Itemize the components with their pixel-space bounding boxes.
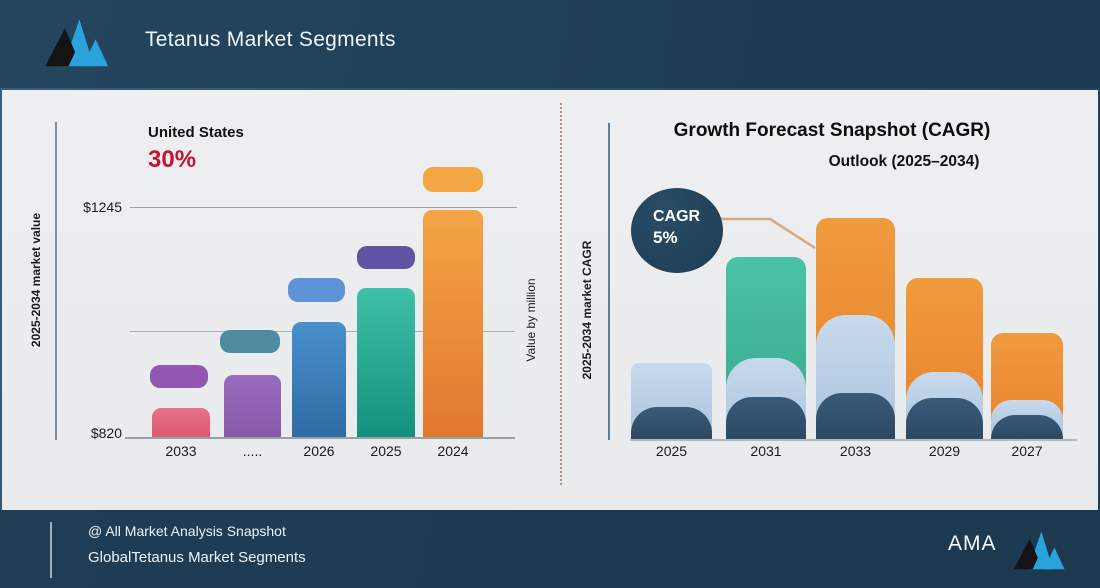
right-y-axis-label: 2025-2034 market CAGR xyxy=(580,240,594,380)
page-title: Tetanus Market Segments xyxy=(145,28,396,51)
left-bar-..... xyxy=(224,375,281,437)
right-x-axis xyxy=(630,439,1077,441)
footer-divider xyxy=(50,522,52,578)
left-bar-cap-2033 xyxy=(150,365,208,388)
cagr-badge-label: CAGR xyxy=(653,208,701,225)
right-bar-2029-seg-navy xyxy=(906,398,983,439)
panel-divider xyxy=(560,103,562,485)
chart-panel: 2025-2034 market value United States 30%… xyxy=(2,90,1098,510)
right-xtick-2027: 2027 xyxy=(1011,443,1043,459)
footer-line2: GlobalTetanus Market Segments xyxy=(88,549,306,566)
left-bar-2033 xyxy=(152,408,210,437)
header-bar: Tetanus Market Segments xyxy=(0,0,1100,88)
left-bar-cap-2024 xyxy=(423,167,483,192)
right-bar-2025-seg-navy xyxy=(631,407,712,439)
left-xtick-2024: 2024 xyxy=(437,443,469,459)
left-y-axis-label: 2025-2034 market value xyxy=(29,212,43,348)
left-xtick-.....: ..... xyxy=(242,443,263,459)
right-bar-2027-seg-navy xyxy=(991,415,1063,439)
left-xtick-2033: 2033 xyxy=(165,443,197,459)
left-chart-highlight: 30% xyxy=(148,146,197,173)
left-bar-cap-2025 xyxy=(357,246,415,269)
right-chart-title: Growth Forecast Snapshot (CAGR) xyxy=(673,120,991,141)
left-bar-2026 xyxy=(292,322,346,437)
right-y-axis xyxy=(608,123,610,440)
left-ytick-bottom: $820 xyxy=(90,425,122,441)
cagr-badge: CAGR 5% xyxy=(631,188,723,273)
left-x-axis xyxy=(125,437,515,439)
right-bar-2033-seg-navy xyxy=(816,393,895,439)
right-xtick-2033: 2033 xyxy=(839,443,872,459)
right-xtick-2031: 2031 xyxy=(750,443,782,459)
left-ytick-top: $1245 xyxy=(83,199,122,215)
cagr-badge-value: 5% xyxy=(653,228,678,247)
left-bar-cap-2026 xyxy=(288,278,345,302)
right-chart-subtitle: Outlook (2025–2034) xyxy=(828,153,980,170)
footer-bar: @ All Market Analysis Snapshot GlobalTet… xyxy=(0,510,1100,588)
left-bar-2025 xyxy=(357,288,415,437)
left-chart-title: United States xyxy=(148,124,244,141)
footer-brand: AMA xyxy=(948,532,997,555)
left-bar-cap-..... xyxy=(220,330,280,353)
left-y-axis xyxy=(55,122,57,440)
gridline-1245 xyxy=(130,207,517,208)
left-xtick-2025: 2025 xyxy=(370,443,402,459)
right-bar-2031-seg-navy xyxy=(726,397,806,439)
left-xtick-2026: 2026 xyxy=(303,443,335,459)
right-xtick-2029: 2029 xyxy=(928,443,961,459)
footer-ama-logo-icon xyxy=(1013,531,1065,570)
ama-logo-icon xyxy=(45,19,109,67)
footer-line1: @ All Market Analysis Snapshot xyxy=(88,523,286,539)
value-by-million-label: Value by million xyxy=(524,278,538,362)
left-bar-2024 xyxy=(423,210,483,437)
right-xtick-2025: 2025 xyxy=(655,443,688,459)
